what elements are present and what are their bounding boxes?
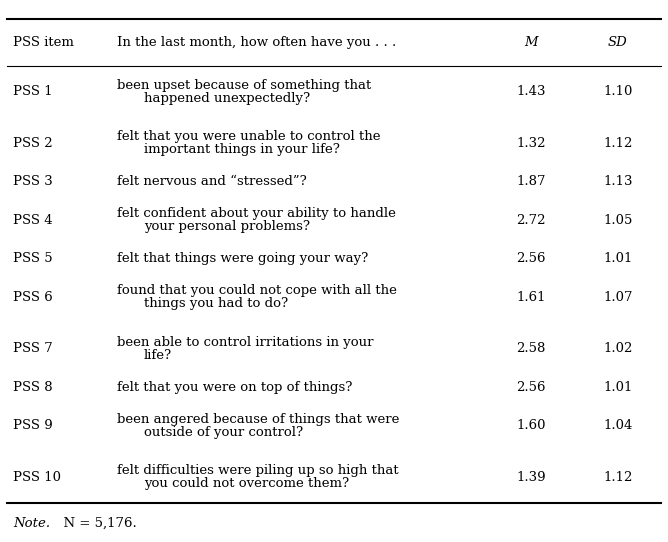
Text: PSS 8: PSS 8 <box>13 381 53 394</box>
Text: Note.: Note. <box>13 517 51 530</box>
Text: 2.56: 2.56 <box>516 253 546 266</box>
Text: felt that you were unable to control the: felt that you were unable to control the <box>117 130 380 143</box>
Text: 1.10: 1.10 <box>603 85 633 98</box>
Text: 2.72: 2.72 <box>516 214 546 227</box>
Text: M: M <box>524 36 538 49</box>
Text: 1.12: 1.12 <box>603 471 633 484</box>
Text: 1.12: 1.12 <box>603 137 633 150</box>
Text: 1.04: 1.04 <box>603 420 633 433</box>
Text: found that you could not cope with all the: found that you could not cope with all t… <box>117 285 397 298</box>
Text: outside of your control?: outside of your control? <box>144 426 303 439</box>
Text: PSS 3: PSS 3 <box>13 175 53 188</box>
Text: 1.43: 1.43 <box>516 85 546 98</box>
Text: 1.39: 1.39 <box>516 471 546 484</box>
Text: PSS 10: PSS 10 <box>13 471 61 484</box>
Text: you could not overcome them?: you could not overcome them? <box>144 477 349 490</box>
Text: happened unexpectedly?: happened unexpectedly? <box>144 92 310 105</box>
Text: 1.60: 1.60 <box>516 420 546 433</box>
Text: PSS 7: PSS 7 <box>13 343 53 356</box>
Text: felt confident about your ability to handle: felt confident about your ability to han… <box>117 208 395 221</box>
Text: felt difficulties were piling up so high that: felt difficulties were piling up so high… <box>117 464 399 478</box>
Text: 1.01: 1.01 <box>603 381 633 394</box>
Text: PSS 6: PSS 6 <box>13 291 53 304</box>
Text: 1.32: 1.32 <box>516 137 546 150</box>
Text: PSS 5: PSS 5 <box>13 253 53 266</box>
Text: PSS 2: PSS 2 <box>13 137 53 150</box>
Text: life?: life? <box>144 349 172 362</box>
Text: 1.13: 1.13 <box>603 175 633 188</box>
Text: important things in your life?: important things in your life? <box>144 143 339 156</box>
Text: been able to control irritations in your: been able to control irritations in your <box>117 336 373 349</box>
Text: 2.56: 2.56 <box>516 381 546 394</box>
Text: 1.01: 1.01 <box>603 253 633 266</box>
Text: 1.07: 1.07 <box>603 291 633 304</box>
Text: felt nervous and “stressed”?: felt nervous and “stressed”? <box>117 175 307 188</box>
Text: 1.05: 1.05 <box>603 214 633 227</box>
Text: 1.61: 1.61 <box>516 291 546 304</box>
Text: felt that you were on top of things?: felt that you were on top of things? <box>117 381 352 394</box>
Text: 2.58: 2.58 <box>516 343 546 356</box>
Text: SD: SD <box>608 36 628 49</box>
Text: PSS 9: PSS 9 <box>13 420 53 433</box>
Text: been angered because of things that were: been angered because of things that were <box>117 413 399 426</box>
Text: things you had to do?: things you had to do? <box>144 298 288 311</box>
Text: N = 5,176.: N = 5,176. <box>55 517 136 530</box>
Text: PSS 4: PSS 4 <box>13 214 53 227</box>
Text: In the last month, how often have you . . .: In the last month, how often have you . … <box>117 36 396 49</box>
Text: been upset because of something that: been upset because of something that <box>117 79 371 92</box>
Text: felt that things were going your way?: felt that things were going your way? <box>117 253 368 266</box>
Text: PSS 1: PSS 1 <box>13 85 53 98</box>
Text: PSS item: PSS item <box>13 36 74 49</box>
Text: 1.87: 1.87 <box>516 175 546 188</box>
Text: your personal problems?: your personal problems? <box>144 220 310 233</box>
Text: 1.02: 1.02 <box>603 343 633 356</box>
